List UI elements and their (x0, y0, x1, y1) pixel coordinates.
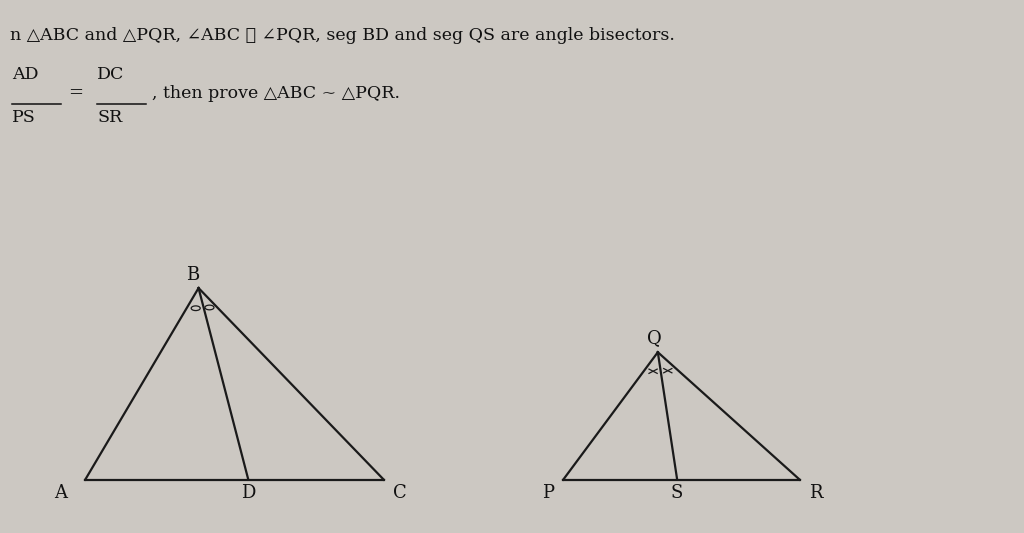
Text: C: C (393, 484, 407, 503)
Text: PS: PS (12, 109, 36, 126)
Text: AD: AD (12, 66, 39, 83)
Text: A: A (54, 484, 67, 503)
Text: n △ABC and △PQR, ∠ABC ≅ ∠PQR, seg BD and seg QS are angle bisectors.: n △ABC and △PQR, ∠ABC ≅ ∠PQR, seg BD and… (10, 27, 675, 44)
Text: P: P (542, 484, 554, 503)
Text: R: R (809, 484, 822, 503)
Text: B: B (186, 266, 200, 284)
Text: S: S (671, 484, 683, 503)
Text: Q: Q (647, 329, 662, 348)
Text: D: D (241, 484, 256, 503)
Text: , then prove △ABC ~ △PQR.: , then prove △ABC ~ △PQR. (152, 85, 399, 102)
Text: =: = (69, 84, 84, 102)
Text: SR: SR (97, 109, 123, 126)
Text: DC: DC (97, 66, 125, 83)
